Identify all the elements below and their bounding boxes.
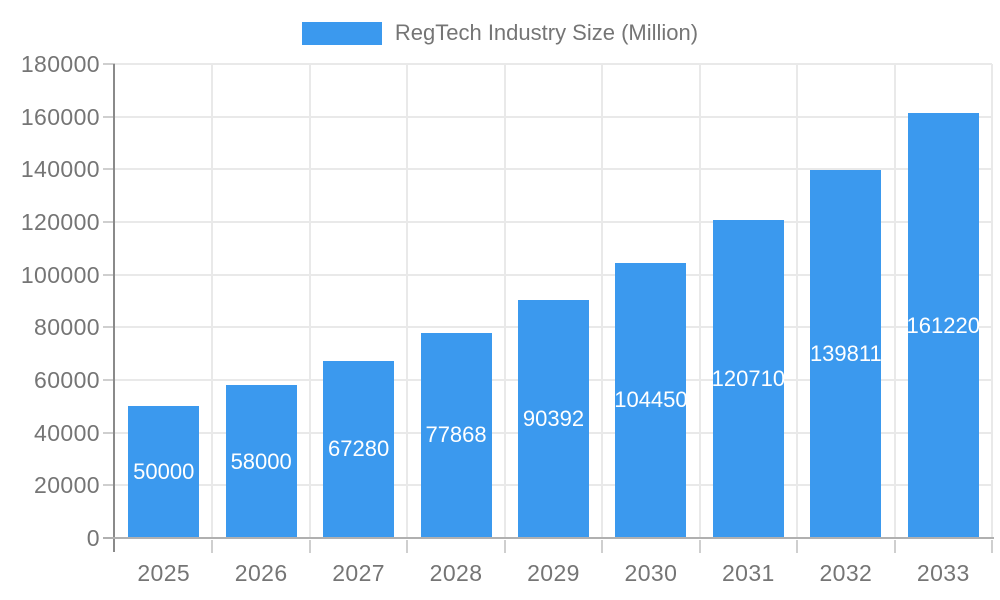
bar-value-label: 104450 — [614, 387, 688, 413]
x-gridline — [893, 64, 896, 538]
y-axis-tick — [103, 431, 115, 434]
bar-value-label: 139811 — [809, 340, 882, 366]
bar-value-label: 77868 — [425, 422, 487, 448]
y-axis-tick-label: 140000 — [20, 156, 100, 183]
y-axis-tick-label: 80000 — [34, 314, 100, 341]
x-gridline — [698, 64, 701, 538]
y-axis-tick — [103, 326, 115, 329]
x-axis-tick — [893, 540, 896, 553]
y-axis-tick-label: 120000 — [20, 209, 100, 235]
x-axis-tick-label: 2031 — [721, 560, 775, 586]
chart-legend[interactable]: RegTech Industry Size (Million) — [0, 20, 1000, 46]
y-axis-tick-label: 40000 — [34, 419, 100, 446]
bar — [323, 360, 395, 538]
legend-label: RegTech Industry Size (Million) — [394, 20, 699, 45]
bar — [810, 169, 882, 538]
y-axis-tick-label: 0 — [86, 525, 100, 551]
y-axis-tick-label: 180000 — [20, 51, 100, 77]
bar — [420, 332, 492, 538]
x-axis-tick — [991, 540, 993, 553]
y-gridline — [115, 168, 992, 171]
bar-value-label: 50000 — [133, 459, 195, 485]
x-axis-tick — [406, 540, 409, 553]
bar-value-label: 67280 — [328, 436, 390, 462]
x-axis-tick — [698, 540, 701, 553]
bar — [518, 299, 589, 538]
y-axis-tick-label: 100000 — [20, 261, 100, 288]
bar — [907, 113, 979, 538]
y-gridline — [115, 221, 992, 223]
y-axis-tick — [103, 484, 115, 487]
x-gridline — [406, 64, 409, 538]
y-gridline — [115, 115, 992, 118]
x-gridline — [991, 64, 993, 538]
x-axis-tick — [211, 540, 214, 553]
x-axis-tick-label: 2029 — [527, 560, 580, 586]
y-axis-line — [113, 64, 115, 552]
y-axis-tick — [103, 379, 115, 381]
x-axis-tick-label: 2028 — [429, 560, 483, 586]
y-axis-tick — [103, 63, 115, 65]
y-gridline — [115, 63, 992, 65]
x-axis-line — [113, 537, 994, 539]
x-axis-tick-label: 2032 — [819, 560, 873, 586]
x-axis-tick-label: 2025 — [137, 560, 191, 586]
x-gridline — [796, 64, 799, 538]
x-gridline — [308, 64, 311, 538]
y-axis-tick-label: 20000 — [34, 472, 100, 499]
x-axis-tick — [308, 540, 311, 553]
x-axis-tick-label: 2033 — [916, 560, 970, 586]
y-axis-tick — [103, 221, 115, 223]
y-axis-tick — [103, 168, 115, 171]
x-axis-tick — [796, 540, 799, 553]
bar-value-label: 161220 — [906, 312, 980, 338]
bar-value-label: 58000 — [230, 448, 292, 474]
y-axis-tick — [103, 537, 115, 539]
x-gridline — [211, 64, 214, 538]
y-gridline — [115, 273, 992, 276]
x-axis-tick — [503, 540, 506, 553]
x-gridline — [503, 64, 506, 538]
bar-value-label: 90392 — [522, 405, 585, 431]
y-axis-tick — [103, 115, 115, 118]
y-axis-tick — [103, 273, 115, 276]
bar — [712, 220, 784, 538]
bar — [615, 262, 687, 538]
y-axis-tick-label: 60000 — [34, 367, 100, 393]
bar — [128, 406, 200, 538]
bar-value-label: 120710 — [711, 366, 786, 392]
x-axis-tick-label: 2026 — [234, 560, 288, 586]
x-axis-tick — [601, 540, 604, 553]
x-axis-tick-label: 2027 — [332, 560, 385, 586]
x-axis-tick-label: 2030 — [624, 560, 678, 586]
legend-swatch — [301, 21, 382, 45]
bar — [225, 385, 297, 538]
y-axis-tick-label: 160000 — [20, 103, 100, 130]
x-gridline — [601, 64, 604, 538]
